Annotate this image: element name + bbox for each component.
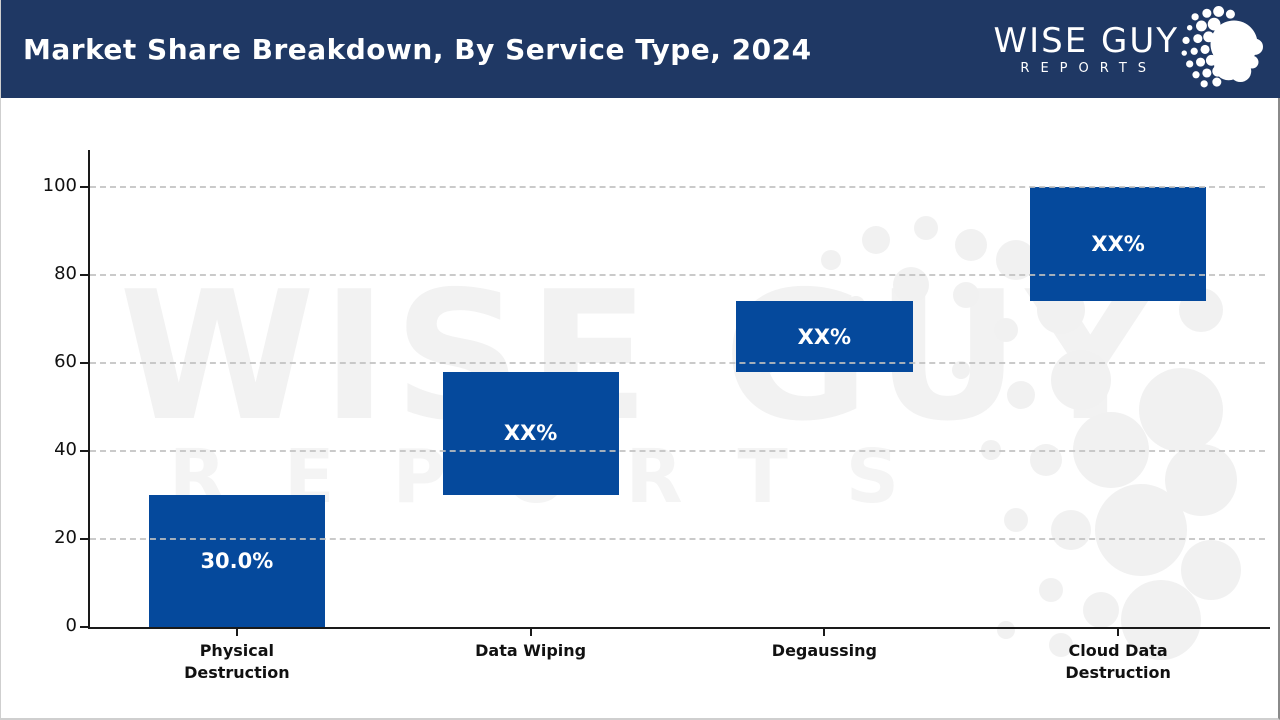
x-tick-mark — [529, 629, 532, 636]
waterfall-bar: XX% — [736, 301, 913, 372]
waterfall-bar: XX% — [1030, 187, 1207, 302]
logo-reports-label: REPORTS — [1020, 60, 1158, 76]
watermark-text-wiseguy: WISE GUY — [119, 253, 1161, 460]
y-tick-label: 80 — [54, 263, 77, 284]
bar-value-label: XX% — [797, 324, 852, 349]
y-tick-label: 100 — [42, 175, 77, 196]
bar-value-label: XX% — [503, 421, 558, 446]
x-tick-mark — [823, 629, 826, 636]
waterfall-bar: 30.0% — [148, 495, 325, 627]
y-tick-label: 40 — [54, 439, 77, 460]
y-tick-mark — [80, 274, 88, 276]
page-title: Market Share Breakdown, By Service Type,… — [23, 32, 812, 66]
header: Market Share Breakdown, By Service Type,… — [1, 0, 1280, 98]
y-tick-mark — [80, 450, 88, 452]
bar-value-label: 30.0% — [200, 549, 274, 573]
wiseguy-logo: WISE GUY REPORTS — [993, 5, 1263, 93]
x-tick-mark — [1117, 629, 1120, 636]
logo-wiseguy-label: WISE GUY — [993, 20, 1179, 61]
y-tick-mark — [80, 186, 88, 188]
x-axis-spine — [88, 627, 1270, 629]
y-tick-mark — [80, 538, 88, 540]
bar-value-label: XX% — [1091, 232, 1145, 257]
y-tick-mark — [80, 362, 88, 364]
x-category-label: Data Wiping — [475, 641, 587, 660]
y-tick-mark — [80, 626, 88, 628]
y-axis-spine — [88, 150, 90, 629]
y-tick-label: 20 — [54, 527, 77, 548]
x-category-label: Physical Destruction — [184, 641, 290, 682]
waterfall-bar: XX% — [442, 371, 619, 495]
x-category-label: Cloud Data Destruction — [1065, 641, 1171, 682]
wiseguy-head-icon — [1181, 6, 1263, 88]
wiseguy-logo-text: WISE GUY REPORTS — [993, 24, 1179, 75]
y-tick-label: 60 — [54, 351, 77, 372]
y-tick-label: 0 — [65, 615, 77, 636]
x-tick-mark — [235, 629, 238, 636]
x-category-label: Degaussing — [771, 641, 877, 660]
